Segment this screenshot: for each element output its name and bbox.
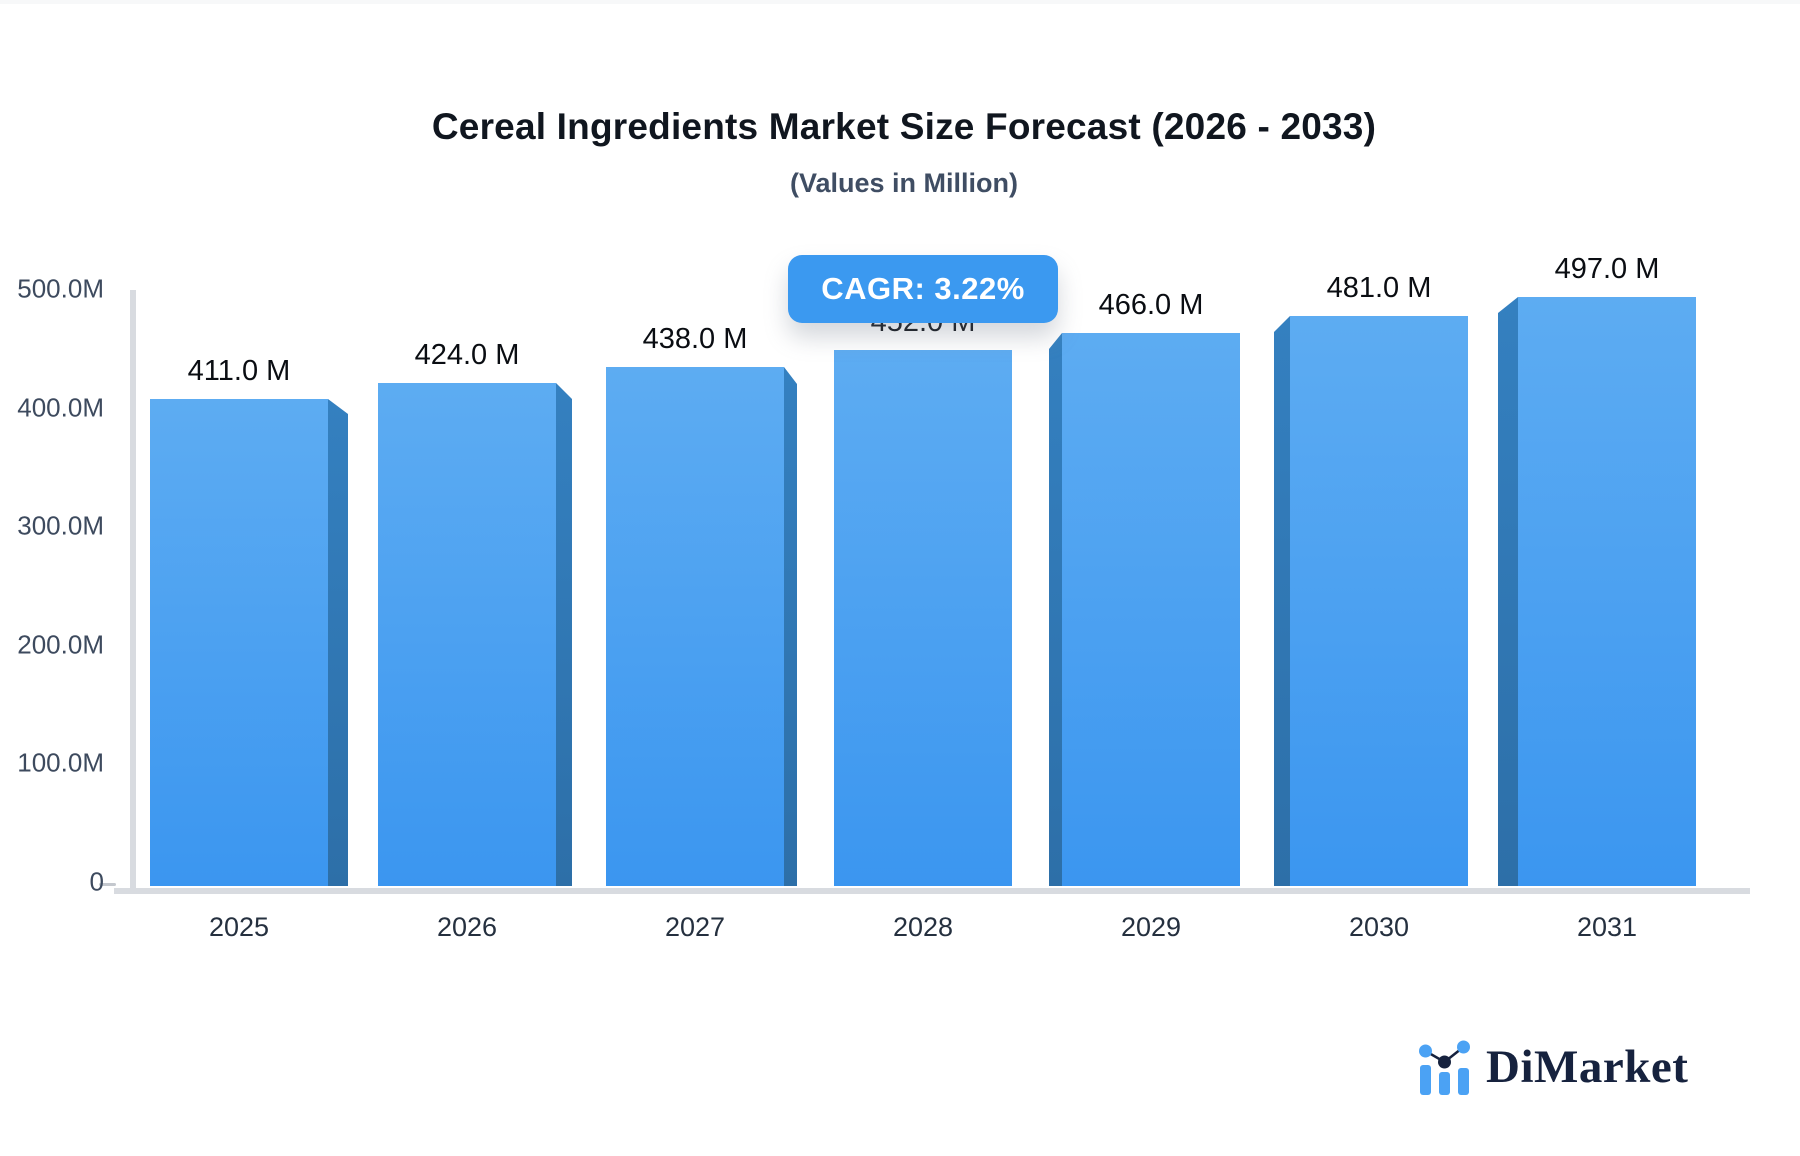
y-axis-line [130, 290, 136, 890]
bar-front-face[interactable] [1290, 316, 1468, 886]
bar-front-face[interactable] [378, 383, 556, 886]
x-axis-label: 2028 [892, 912, 954, 942]
y-axis-label: 200.0M [17, 629, 104, 660]
bar-value-label: 466.0 M [1098, 289, 1204, 321]
bar-value-label: 497.0 M [1554, 253, 1660, 285]
y-axis-label: 300.0M [17, 510, 104, 541]
y-axis-label: 500.0M [17, 273, 104, 304]
x-axis-baseline [114, 888, 1750, 894]
bar-side-face [1049, 333, 1062, 886]
bar-front-face[interactable] [1518, 297, 1696, 886]
y-axis-label: 400.0M [17, 392, 104, 423]
x-axis-label: 2030 [1348, 912, 1410, 942]
bar-value-label: 438.0 M [642, 323, 748, 355]
bar-side-face [1274, 316, 1290, 886]
cagr-badge: CAGR: 3.22% [788, 255, 1058, 323]
bar-value-label: 424.0 M [414, 339, 520, 371]
x-axis-label: 2027 [664, 912, 726, 942]
cagr-badge-label: CAGR: 3.22% [821, 271, 1025, 306]
x-axis-label: 2025 [208, 912, 270, 942]
bar-side-face [784, 367, 797, 886]
bar-front-face[interactable] [606, 367, 784, 886]
bar-front-face[interactable] [150, 399, 328, 886]
dimarket-logo[interactable]: DiMarket [1418, 1036, 1688, 1098]
bar-value-label: 411.0 M [187, 355, 291, 387]
bar-value-label: 481.0 M [1326, 272, 1432, 304]
x-axis-label: 2029 [1120, 912, 1182, 942]
zero-tick-mark [99, 883, 116, 886]
chart-subtitle: (Values in Million) [789, 168, 1019, 198]
bar-front-face[interactable] [1062, 333, 1240, 886]
chart-title: Cereal Ingredients Market Size Forecast … [431, 106, 1377, 147]
dimarket-logo-icon [1419, 1040, 1470, 1095]
x-axis-label: 2026 [436, 912, 498, 942]
x-axis-label: 2031 [1576, 912, 1638, 942]
top-border-strip [0, 0, 1800, 4]
y-axis-label: 0 [89, 866, 104, 897]
bar-side-face [556, 383, 572, 886]
bar-front-face[interactable] [834, 350, 1012, 886]
dimarket-logo-text: DiMarket [1486, 1040, 1689, 1093]
bar-side-face [1498, 297, 1518, 886]
bar-side-face [328, 399, 348, 886]
y-axis-label: 100.0M [17, 747, 104, 778]
